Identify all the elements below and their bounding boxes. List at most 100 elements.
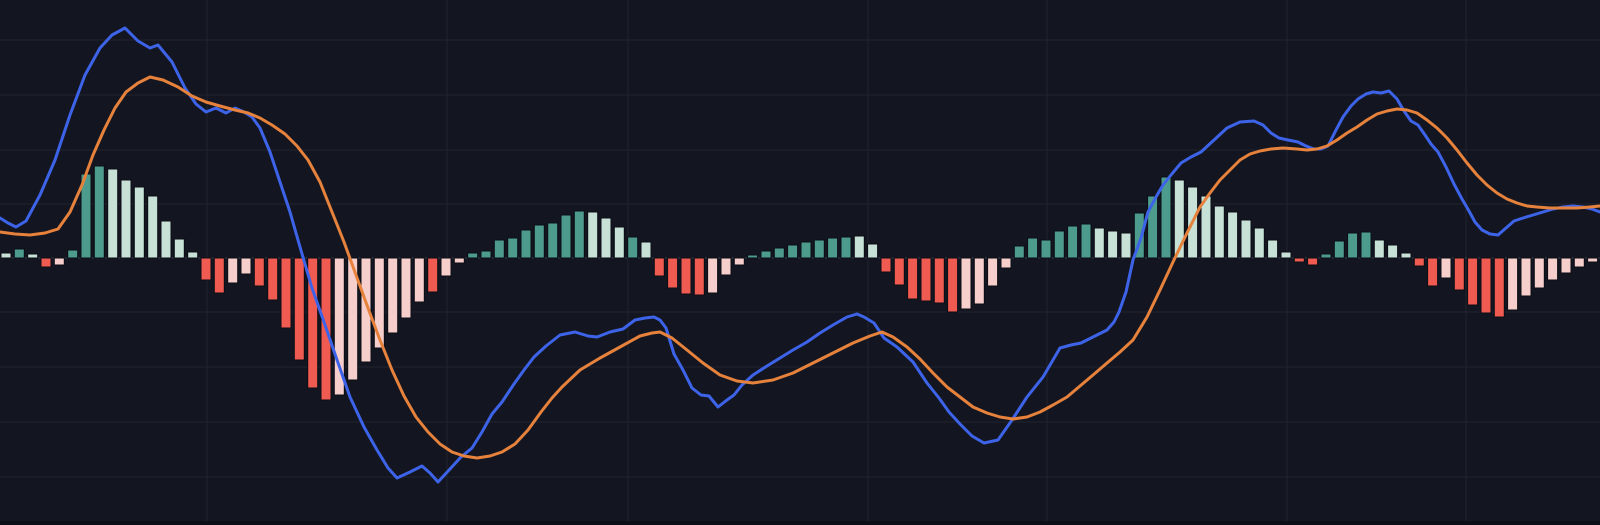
histogram-bar bbox=[840, 236, 852, 259]
histogram-bar bbox=[213, 257, 225, 294]
histogram-bar bbox=[147, 195, 159, 259]
histogram-bar bbox=[67, 249, 79, 259]
histogram-bar bbox=[1200, 195, 1212, 259]
histogram-bar bbox=[560, 214, 572, 259]
histogram-bar bbox=[373, 257, 385, 349]
histogram-bar bbox=[400, 257, 412, 319]
pane-separator bbox=[0, 521, 1600, 525]
histogram-bar bbox=[1573, 257, 1585, 268]
histogram-bar bbox=[27, 253, 39, 259]
histogram-bar bbox=[1080, 223, 1092, 259]
histogram-bar bbox=[1360, 231, 1372, 259]
histogram-bar bbox=[853, 235, 865, 259]
histogram-bar bbox=[440, 257, 452, 277]
histogram-bar bbox=[587, 211, 599, 259]
histogram-bar bbox=[907, 257, 919, 300]
histogram-bar bbox=[640, 241, 652, 259]
histogram-bar bbox=[1267, 239, 1279, 259]
histogram-bar bbox=[240, 257, 252, 275]
histogram-bar bbox=[1240, 219, 1252, 259]
histogram-bar bbox=[680, 257, 692, 295]
histogram-bar bbox=[533, 224, 545, 259]
histogram-bar bbox=[1533, 257, 1545, 289]
histogram-bar bbox=[1333, 240, 1345, 259]
histogram-bar bbox=[987, 257, 999, 287]
histogram-bar bbox=[1280, 251, 1292, 259]
histogram-bar bbox=[93, 165, 105, 259]
histogram-bar bbox=[133, 186, 145, 259]
histogram-bar bbox=[1000, 257, 1012, 269]
histogram-bar bbox=[1093, 227, 1105, 259]
histogram-bar bbox=[1547, 257, 1559, 281]
histogram-bar bbox=[1120, 232, 1132, 259]
macd-line-layer bbox=[0, 26, 1600, 484]
histogram-bar bbox=[0, 252, 12, 259]
histogram-bar bbox=[493, 239, 505, 259]
histogram-bar bbox=[1387, 244, 1399, 259]
histogram-bar bbox=[1027, 237, 1039, 259]
histogram-bar bbox=[667, 257, 679, 289]
histogram-bar bbox=[200, 257, 212, 281]
histogram-bar bbox=[187, 251, 199, 259]
histogram-bar bbox=[1107, 230, 1119, 259]
histogram-bar bbox=[520, 229, 532, 259]
histogram-bar bbox=[1440, 257, 1452, 279]
histogram-bar bbox=[707, 257, 719, 294]
histogram-bar bbox=[1293, 257, 1305, 263]
histogram-bar bbox=[1053, 230, 1065, 259]
histogram-bar bbox=[1160, 176, 1172, 259]
histogram-bar bbox=[1013, 245, 1025, 259]
histogram-bar bbox=[1413, 257, 1425, 267]
histogram-bar bbox=[1520, 257, 1532, 297]
histogram-bar bbox=[733, 257, 745, 266]
histogram-bar bbox=[267, 257, 279, 301]
histogram-bar bbox=[813, 239, 825, 259]
histogram-bar bbox=[1307, 257, 1319, 266]
signal-line bbox=[0, 75, 1600, 460]
histogram-bar bbox=[547, 222, 559, 259]
signal-line-layer bbox=[0, 75, 1600, 460]
histogram-bar bbox=[1373, 239, 1385, 259]
histogram-bar bbox=[827, 237, 839, 259]
histogram-bar bbox=[307, 257, 319, 389]
histogram-bar bbox=[933, 257, 945, 304]
histogram-bar bbox=[253, 257, 265, 287]
histogram-bar bbox=[880, 257, 892, 273]
histogram-bar bbox=[280, 257, 292, 329]
histogram-bar bbox=[387, 257, 399, 334]
histogram-bar bbox=[1040, 239, 1052, 259]
histogram-bar bbox=[1400, 252, 1412, 259]
histogram-bar bbox=[480, 250, 492, 259]
histogram-bar bbox=[333, 257, 345, 396]
histogram-bar bbox=[893, 257, 905, 286]
histogram-bar bbox=[1320, 253, 1332, 259]
histogram-bar bbox=[120, 179, 132, 259]
histogram-bar bbox=[573, 210, 585, 259]
histogram-bar bbox=[787, 244, 799, 259]
histogram-bar bbox=[160, 220, 172, 259]
separator-layer bbox=[0, 521, 1600, 525]
histogram-bar bbox=[960, 257, 972, 310]
histogram-bar bbox=[920, 257, 932, 302]
histogram-bar bbox=[1560, 257, 1572, 274]
histogram-bar bbox=[107, 168, 119, 259]
histogram-bar bbox=[800, 241, 812, 259]
histogram-bar bbox=[1493, 257, 1505, 318]
histogram-bar bbox=[360, 257, 372, 363]
histogram-bar bbox=[613, 226, 625, 259]
histogram-bar bbox=[413, 257, 425, 303]
histogram-bar bbox=[293, 257, 305, 361]
histogram-bar bbox=[1067, 225, 1079, 259]
macd-line bbox=[0, 26, 1600, 484]
histogram-bar bbox=[867, 243, 879, 259]
histogram-bar bbox=[973, 257, 985, 305]
histogram-layer bbox=[0, 165, 1599, 401]
histogram-bar bbox=[760, 250, 772, 259]
histogram-bar bbox=[747, 254, 759, 259]
histogram-bar bbox=[507, 237, 519, 259]
histogram-bar bbox=[1213, 205, 1225, 259]
histogram-bar bbox=[1427, 257, 1439, 287]
